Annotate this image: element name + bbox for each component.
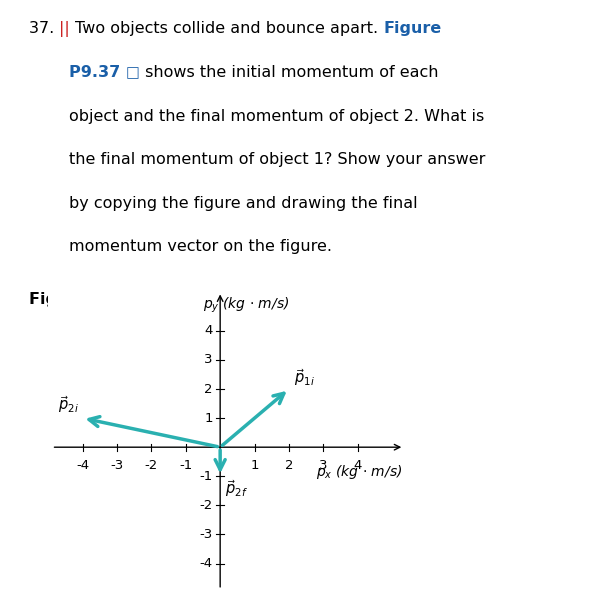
Text: -4: -4 xyxy=(199,557,213,570)
Text: 4: 4 xyxy=(204,324,213,337)
Text: 1: 1 xyxy=(204,412,213,425)
Text: momentum vector on the figure.: momentum vector on the figure. xyxy=(69,239,332,254)
Text: $\vec{p}_{2i}$: $\vec{p}_{2i}$ xyxy=(58,394,79,415)
Text: by copying the figure and drawing the final: by copying the figure and drawing the fi… xyxy=(69,196,418,211)
Text: -1: -1 xyxy=(179,459,193,472)
Text: shows the initial momentum of each: shows the initial momentum of each xyxy=(140,65,438,81)
Text: the final momentum of object 1? Show your answer: the final momentum of object 1? Show you… xyxy=(69,152,486,167)
Text: ||: || xyxy=(59,21,75,37)
Text: -2: -2 xyxy=(144,459,158,472)
Text: $\vec{p}_{2f}$: $\vec{p}_{2f}$ xyxy=(225,478,248,499)
Text: -1: -1 xyxy=(199,470,213,483)
Text: -2: -2 xyxy=(199,499,213,512)
Text: Figure: Figure xyxy=(383,21,442,37)
Text: $\vec{p}_{1i}$: $\vec{p}_{1i}$ xyxy=(294,367,315,387)
Text: 3: 3 xyxy=(204,353,213,367)
Text: -3: -3 xyxy=(199,528,213,541)
Text: -4: -4 xyxy=(76,459,89,472)
Text: Figure P9.37: Figure P9.37 xyxy=(29,292,144,307)
Text: □: □ xyxy=(126,65,140,81)
Text: 1: 1 xyxy=(250,459,259,472)
Text: 4: 4 xyxy=(353,459,362,472)
Text: P9.37: P9.37 xyxy=(69,65,126,81)
Text: $p_x$ (kg $\cdot$ m/s): $p_x$ (kg $\cdot$ m/s) xyxy=(316,463,403,481)
Text: 2: 2 xyxy=(285,459,293,472)
Text: $p_y$ (kg $\cdot$ m/s): $p_y$ (kg $\cdot$ m/s) xyxy=(203,296,290,315)
Text: 2: 2 xyxy=(204,382,213,395)
Text: Two objects collide and bounce apart.: Two objects collide and bounce apart. xyxy=(75,21,383,37)
Text: 3: 3 xyxy=(319,459,327,472)
Text: 37.: 37. xyxy=(29,21,59,37)
Text: -3: -3 xyxy=(110,459,123,472)
Text: object and the final momentum of object 2. What is: object and the final momentum of object … xyxy=(69,109,485,124)
